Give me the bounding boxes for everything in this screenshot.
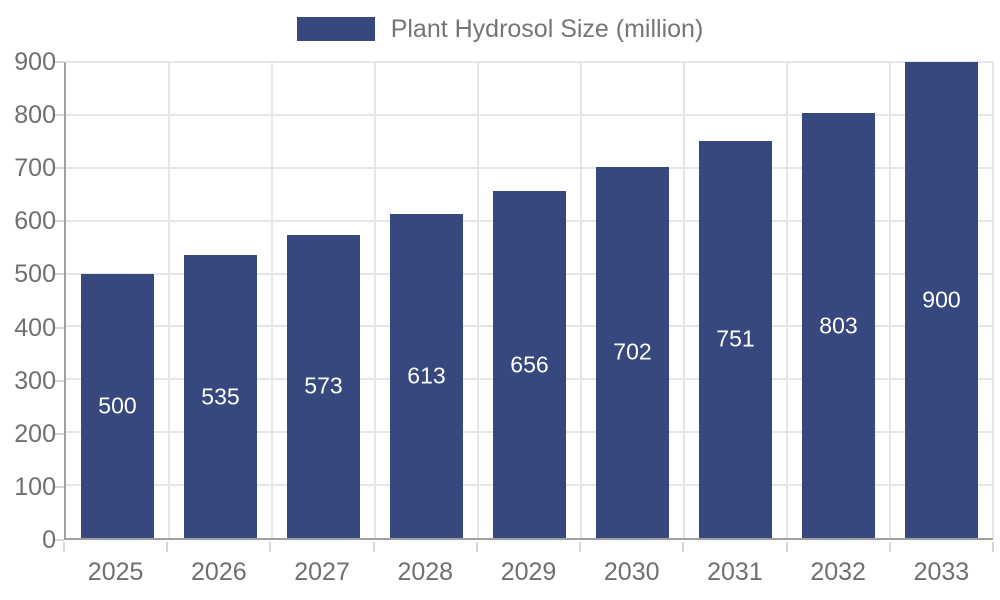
v-gridline [373,62,376,538]
y-tick-mark [54,220,64,223]
plot-area: 500 535 573 613 656 702 751 803 900 [64,61,994,540]
x-tick-label: 2026 [191,558,247,586]
x-tick-mark [475,542,478,552]
v-gridline [992,62,994,538]
x-tick-mark [63,542,65,552]
y-tick-label: 100 [14,472,56,501]
y-tick-mark [54,432,64,435]
v-gridline [476,62,479,538]
legend-swatch [296,17,375,41]
y-tick-mark [54,61,64,63]
x-tick-label: 2029 [500,558,557,586]
bar-value-label: 500 [98,392,137,419]
v-gridline [682,62,685,538]
y-tick-mark [54,485,64,488]
y-tick-label: 700 [14,154,56,183]
bar-value-label: 900 [922,286,961,313]
y-tick-label: 200 [14,419,56,448]
v-gridline [888,62,891,538]
x-tick-mark [372,542,375,552]
y-tick-label: 800 [14,101,56,130]
bar-2029: 656 [493,191,566,538]
y-tick-mark [54,539,64,541]
x-tick-label: 2033 [913,558,970,586]
x-tick-mark [269,542,272,552]
x-tick-mark [682,542,685,552]
y-tick-mark [54,114,64,117]
h-gridline [66,113,993,116]
bar-2025: 500 [81,273,154,538]
x-tick-label: 2028 [397,558,454,586]
x-tick-label: 2030 [603,558,660,586]
bar-value-label: 702 [613,338,652,365]
v-gridline [580,62,582,538]
bar-2031: 751 [699,140,772,538]
legend: Plant Hydrosol Size (million) [0,15,1000,43]
x-tick-mark [166,542,169,552]
bar-2033: 900 [905,62,978,538]
y-tick-label: 300 [14,366,56,395]
h-gridline [66,166,993,169]
y-tick-mark [54,167,64,170]
y-tick-mark [54,379,64,382]
bar-value-label: 613 [407,362,446,389]
x-tick-mark [888,542,891,552]
y-tick-label: 600 [14,207,56,236]
y-tick-mark [54,273,64,276]
y-tick-mark [54,326,64,329]
y-tick-label: 0 [42,526,56,554]
v-gridline [270,62,273,538]
v-gridline [167,62,170,538]
bar-value-label: 573 [304,372,343,399]
x-tick-mark [579,542,582,552]
y-tick-label: 900 [14,48,56,76]
x-tick-label: 2025 [87,558,144,586]
bar-value-label: 535 [201,383,240,410]
x-tick-mark [785,542,788,552]
x-tick-label: 2032 [810,558,866,586]
bar-2026: 535 [184,255,257,538]
bar-2027: 573 [287,234,360,538]
x-tick-label: 2027 [294,558,350,586]
bar-value-label: 751 [716,325,755,352]
y-tick-label: 500 [14,260,56,289]
bar-value-label: 656 [510,351,549,378]
legend-label: Plant Hydrosol Size (million) [390,15,704,43]
y-tick-label: 400 [14,313,56,342]
x-tick-mark [992,542,994,552]
bar-2028: 613 [390,213,463,538]
x-tick-label: 2031 [707,558,763,586]
bar-2030: 702 [596,166,669,538]
bar-2032: 803 [802,113,875,538]
v-gridline [786,62,788,538]
bar-value-label: 803 [819,312,858,339]
h-gridline [66,61,993,63]
